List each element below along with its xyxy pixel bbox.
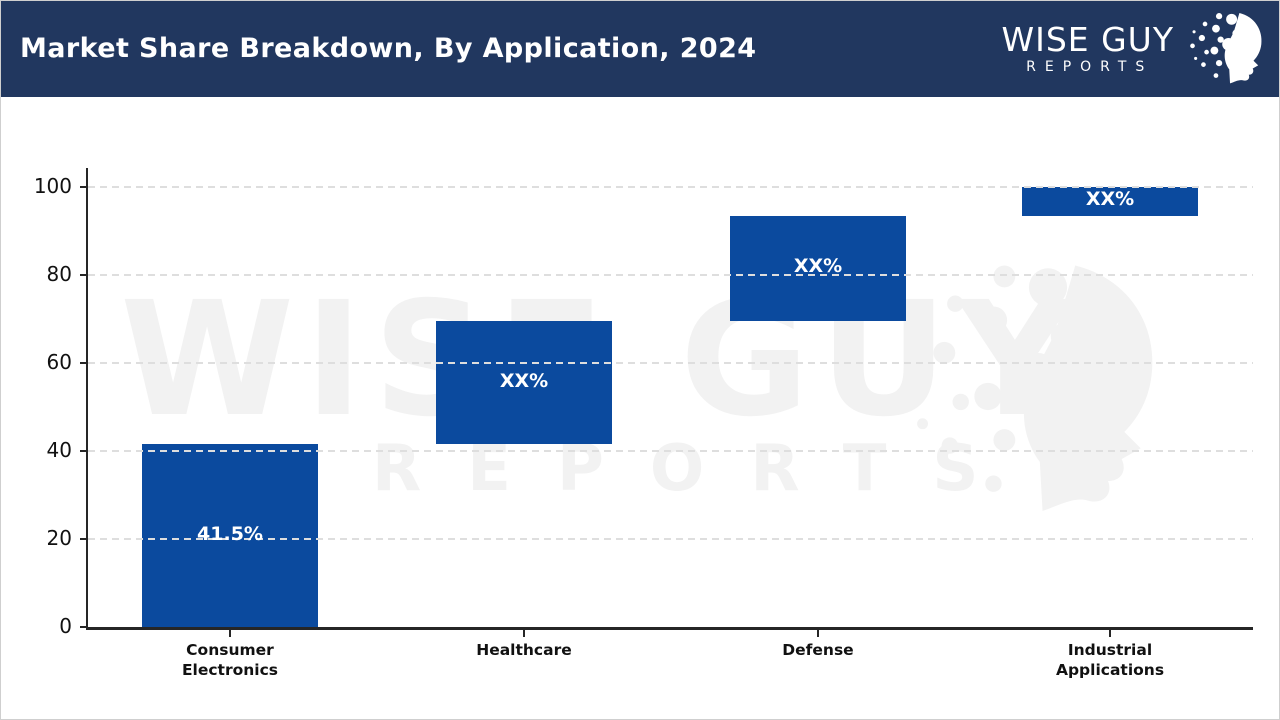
bar-healthcare bbox=[436, 321, 612, 445]
header-bar: Market Share Breakdown, By Application, … bbox=[0, 0, 1280, 97]
y-tick-label: 20 bbox=[46, 526, 72, 550]
gridline-80 bbox=[88, 274, 1253, 276]
x-axis-label-industrial-applications: Industrial Applications bbox=[1055, 641, 1165, 679]
watermark-face-icon bbox=[903, 265, 1153, 511]
bar-value-label: 41.5% bbox=[197, 522, 263, 545]
gridline-60 bbox=[88, 362, 1253, 364]
chart-title: Market Share Breakdown, By Application, … bbox=[20, 33, 757, 64]
logo-brand-subtitle: REPORTS bbox=[1026, 59, 1154, 75]
y-tick-label: 100 bbox=[33, 174, 72, 198]
y-tick-mark bbox=[80, 274, 88, 276]
bar-value-label: XX% bbox=[1085, 188, 1135, 211]
y-tick-label: 0 bbox=[59, 614, 72, 638]
gridline-100 bbox=[88, 186, 1253, 188]
x-axis-line bbox=[86, 627, 1253, 630]
y-axis-line bbox=[86, 168, 88, 629]
y-tick-mark bbox=[80, 362, 88, 364]
wise-guy-face-icon bbox=[1190, 12, 1262, 83]
x-tick-mark bbox=[817, 630, 819, 637]
bar-value-label: XX% bbox=[499, 369, 549, 392]
x-tick-mark bbox=[1109, 630, 1111, 637]
y-tick-mark bbox=[80, 626, 88, 628]
y-tick-label: 60 bbox=[46, 350, 72, 374]
logo-brand-name: WISE GUY bbox=[1001, 20, 1174, 59]
y-tick-mark bbox=[80, 538, 88, 540]
wise-guy-logo: WISE GUY REPORTS bbox=[1001, 0, 1266, 97]
x-axis-label-healthcare: Healthcare bbox=[476, 641, 572, 659]
wise-guy-logo-text: WISE GUY REPORTS bbox=[1001, 23, 1174, 74]
y-tick-mark bbox=[80, 186, 88, 188]
bar-industrial-applications bbox=[1022, 187, 1198, 216]
gridline-40 bbox=[88, 450, 1253, 452]
bar-consumer-electronics bbox=[142, 444, 318, 627]
x-axis-label-consumer-electronics: Consumer Electronics bbox=[181, 641, 279, 679]
gridline-20 bbox=[88, 538, 1253, 540]
y-tick-label: 80 bbox=[46, 262, 72, 286]
y-tick-mark bbox=[80, 450, 88, 452]
x-tick-mark bbox=[229, 630, 231, 637]
y-tick-label: 40 bbox=[46, 438, 72, 462]
bar-value-label: XX% bbox=[793, 255, 843, 278]
x-axis-label-defense: Defense bbox=[782, 641, 854, 659]
bar-defense bbox=[730, 215, 906, 322]
x-tick-mark bbox=[523, 630, 525, 637]
